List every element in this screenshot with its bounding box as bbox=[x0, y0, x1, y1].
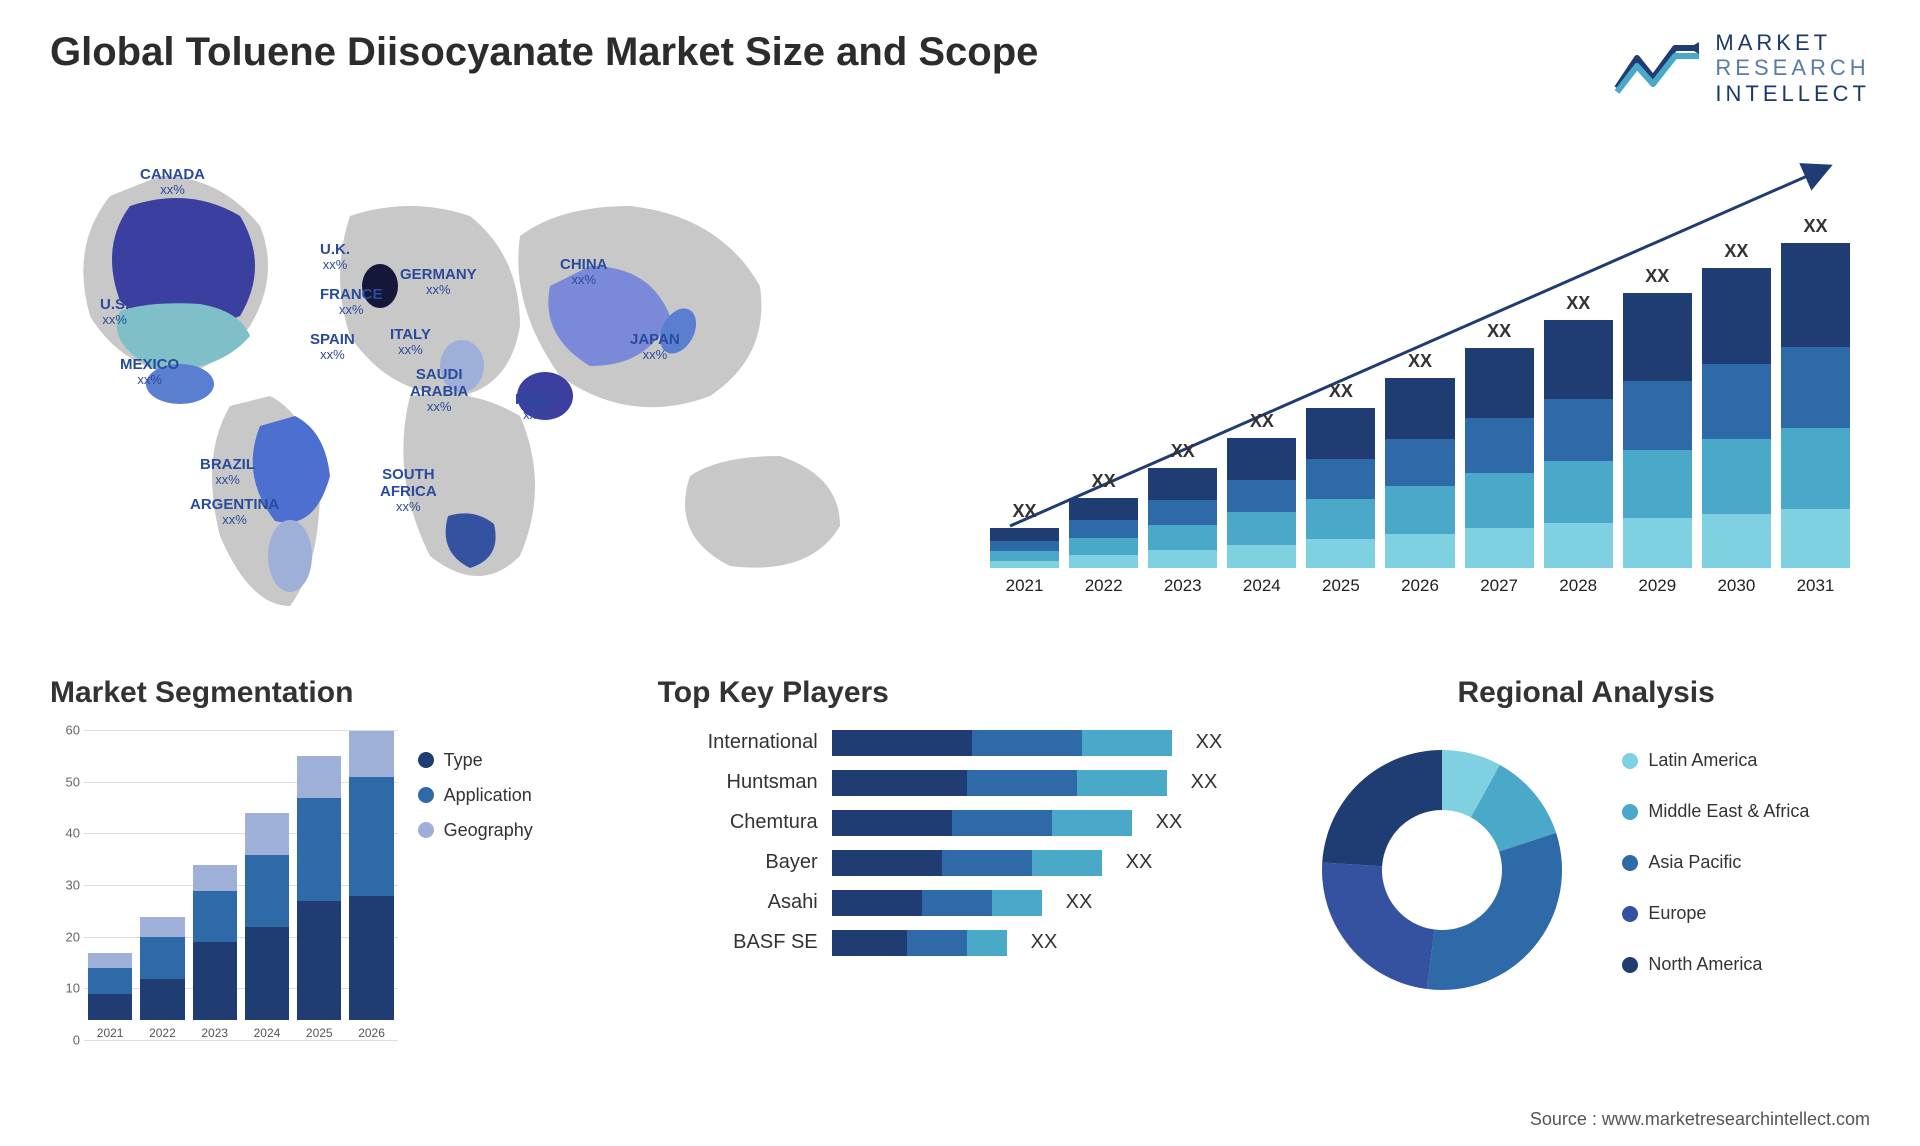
logo-line1: MARKET bbox=[1715, 30, 1870, 55]
segmentation-bar: 2021 bbox=[88, 953, 132, 1040]
regional-panel: Regional Analysis Latin America Middle Ea… bbox=[1302, 676, 1870, 1096]
keyplayers-title: Top Key Players bbox=[658, 676, 1263, 710]
segmentation-bar: 2022 bbox=[140, 917, 184, 1040]
forecast-bar-value: XX bbox=[1013, 501, 1037, 522]
regional-title: Regional Analysis bbox=[1302, 676, 1870, 710]
keyplayers-panel: Top Key Players InternationalXX HuntsmanX… bbox=[658, 676, 1263, 1096]
legend-item: North America bbox=[1622, 954, 1809, 975]
donut-slice bbox=[1323, 750, 1443, 866]
forecast-year-label: 2031 bbox=[1797, 576, 1835, 596]
segmentation-bar: 2025 bbox=[297, 756, 341, 1039]
forecast-year-label: 2024 bbox=[1243, 576, 1281, 596]
forecast-year-label: 2030 bbox=[1717, 576, 1755, 596]
segmentation-title: Market Segmentation bbox=[50, 676, 618, 710]
map-label: BRAZILxx% bbox=[200, 456, 255, 488]
forecast-year-label: 2028 bbox=[1559, 576, 1597, 596]
segmentation-bar: 2023 bbox=[193, 865, 237, 1040]
regional-donut bbox=[1302, 730, 1582, 1010]
forecast-bar: XX 2022 bbox=[1069, 471, 1138, 596]
world-map bbox=[50, 136, 930, 636]
forecast-bar: XX 2027 bbox=[1465, 321, 1534, 596]
forecast-bar-value: XX bbox=[1329, 381, 1353, 402]
brand-logo: MARKET RESEARCH INTELLECT bbox=[1613, 30, 1870, 106]
keyplayer-row: ChemturaXX bbox=[658, 810, 1223, 836]
forecast-bar: XX 2031 bbox=[1781, 216, 1850, 596]
map-label: GERMANYxx% bbox=[400, 266, 477, 298]
segmentation-bar: 2026 bbox=[349, 731, 393, 1040]
page-title: Global Toluene Diisocyanate Market Size … bbox=[50, 30, 1038, 75]
forecast-year-label: 2027 bbox=[1480, 576, 1518, 596]
forecast-year-label: 2029 bbox=[1638, 576, 1676, 596]
map-label: ARGENTINAxx% bbox=[190, 496, 279, 528]
legend-item: Europe bbox=[1622, 903, 1809, 924]
segmentation-panel: Market Segmentation 0102030405060 202120… bbox=[50, 676, 618, 1096]
legend-item: Type bbox=[418, 750, 618, 771]
forecast-bar: XX 2021 bbox=[990, 501, 1059, 596]
forecast-year-label: 2021 bbox=[1006, 576, 1044, 596]
forecast-bar-value: XX bbox=[1408, 351, 1432, 372]
forecast-bar-value: XX bbox=[1566, 293, 1590, 314]
forecast-bar: XX 2025 bbox=[1306, 381, 1375, 596]
forecast-bar-value: XX bbox=[1803, 216, 1827, 237]
forecast-bar: XX 2030 bbox=[1702, 241, 1771, 596]
map-label: ITALYxx% bbox=[390, 326, 431, 358]
keyplayer-row: BASF SEXX bbox=[658, 930, 1223, 956]
keyplayer-row: HuntsmanXX bbox=[658, 770, 1223, 796]
map-label: U.S.xx% bbox=[100, 296, 129, 328]
logo-line2: RESEARCH bbox=[1715, 55, 1870, 80]
logo-icon bbox=[1613, 40, 1703, 96]
map-label: SPAINxx% bbox=[310, 331, 355, 363]
map-label: MEXICOxx% bbox=[120, 356, 179, 388]
forecast-bar-value: XX bbox=[1171, 441, 1195, 462]
forecast-bar: XX 2023 bbox=[1148, 441, 1217, 596]
forecast-bar-value: XX bbox=[1092, 471, 1116, 492]
keyplayer-row: BayerXX bbox=[658, 850, 1223, 876]
map-label: CANADAxx% bbox=[140, 166, 205, 198]
forecast-year-label: 2026 bbox=[1401, 576, 1439, 596]
map-label: SAUDIARABIAxx% bbox=[410, 366, 468, 415]
forecast-bar-value: XX bbox=[1250, 411, 1274, 432]
legend-item: Geography bbox=[418, 820, 618, 841]
segmentation-chart: 0102030405060 202120222023202420252026 T… bbox=[50, 730, 618, 1070]
forecast-bar: XX 2029 bbox=[1623, 266, 1692, 596]
forecast-year-label: 2025 bbox=[1322, 576, 1360, 596]
source-text: Source : www.marketresearchintellect.com bbox=[1530, 1109, 1870, 1130]
keyplayer-row: AsahiXX bbox=[658, 890, 1223, 916]
map-label: CHINAxx% bbox=[560, 256, 608, 288]
forecast-bar: XX 2028 bbox=[1544, 293, 1613, 596]
keyplayers-chart: InternationalXX HuntsmanXX ChemturaXX Bayer… bbox=[658, 730, 1263, 956]
legend-item: Latin America bbox=[1622, 750, 1809, 771]
forecast-year-label: 2023 bbox=[1164, 576, 1202, 596]
forecast-year-label: 2022 bbox=[1085, 576, 1123, 596]
keyplayer-row: InternationalXX bbox=[658, 730, 1223, 756]
map-label: SOUTHAFRICAxx% bbox=[380, 466, 437, 515]
forecast-bar: XX 2024 bbox=[1227, 411, 1296, 596]
forecast-bar-value: XX bbox=[1487, 321, 1511, 342]
donut-slice bbox=[1322, 862, 1434, 989]
map-label: FRANCExx% bbox=[320, 286, 383, 318]
legend-item: Asia Pacific bbox=[1622, 852, 1809, 873]
forecast-chart: XX 2021 XX 2022 XX 2023 XX 2024 XX 2025 XX 2026 XX 20… bbox=[970, 136, 1870, 636]
map-label: JAPANxx% bbox=[630, 331, 680, 363]
logo-line3: INTELLECT bbox=[1715, 81, 1870, 106]
map-label: U.K.xx% bbox=[320, 241, 350, 273]
segmentation-bar: 2024 bbox=[245, 813, 289, 1040]
world-map-panel: CANADAxx% U.S.xx% MEXICOxx% BRAZILxx% ARGENT… bbox=[50, 136, 930, 636]
forecast-bar-value: XX bbox=[1724, 241, 1748, 262]
legend-item: Application bbox=[418, 785, 618, 806]
legend-item: Middle East & Africa bbox=[1622, 801, 1809, 822]
forecast-bar: XX 2026 bbox=[1385, 351, 1454, 596]
donut-slice bbox=[1427, 833, 1562, 990]
forecast-bar-value: XX bbox=[1645, 266, 1669, 287]
map-label: INDIAxx% bbox=[515, 391, 556, 423]
